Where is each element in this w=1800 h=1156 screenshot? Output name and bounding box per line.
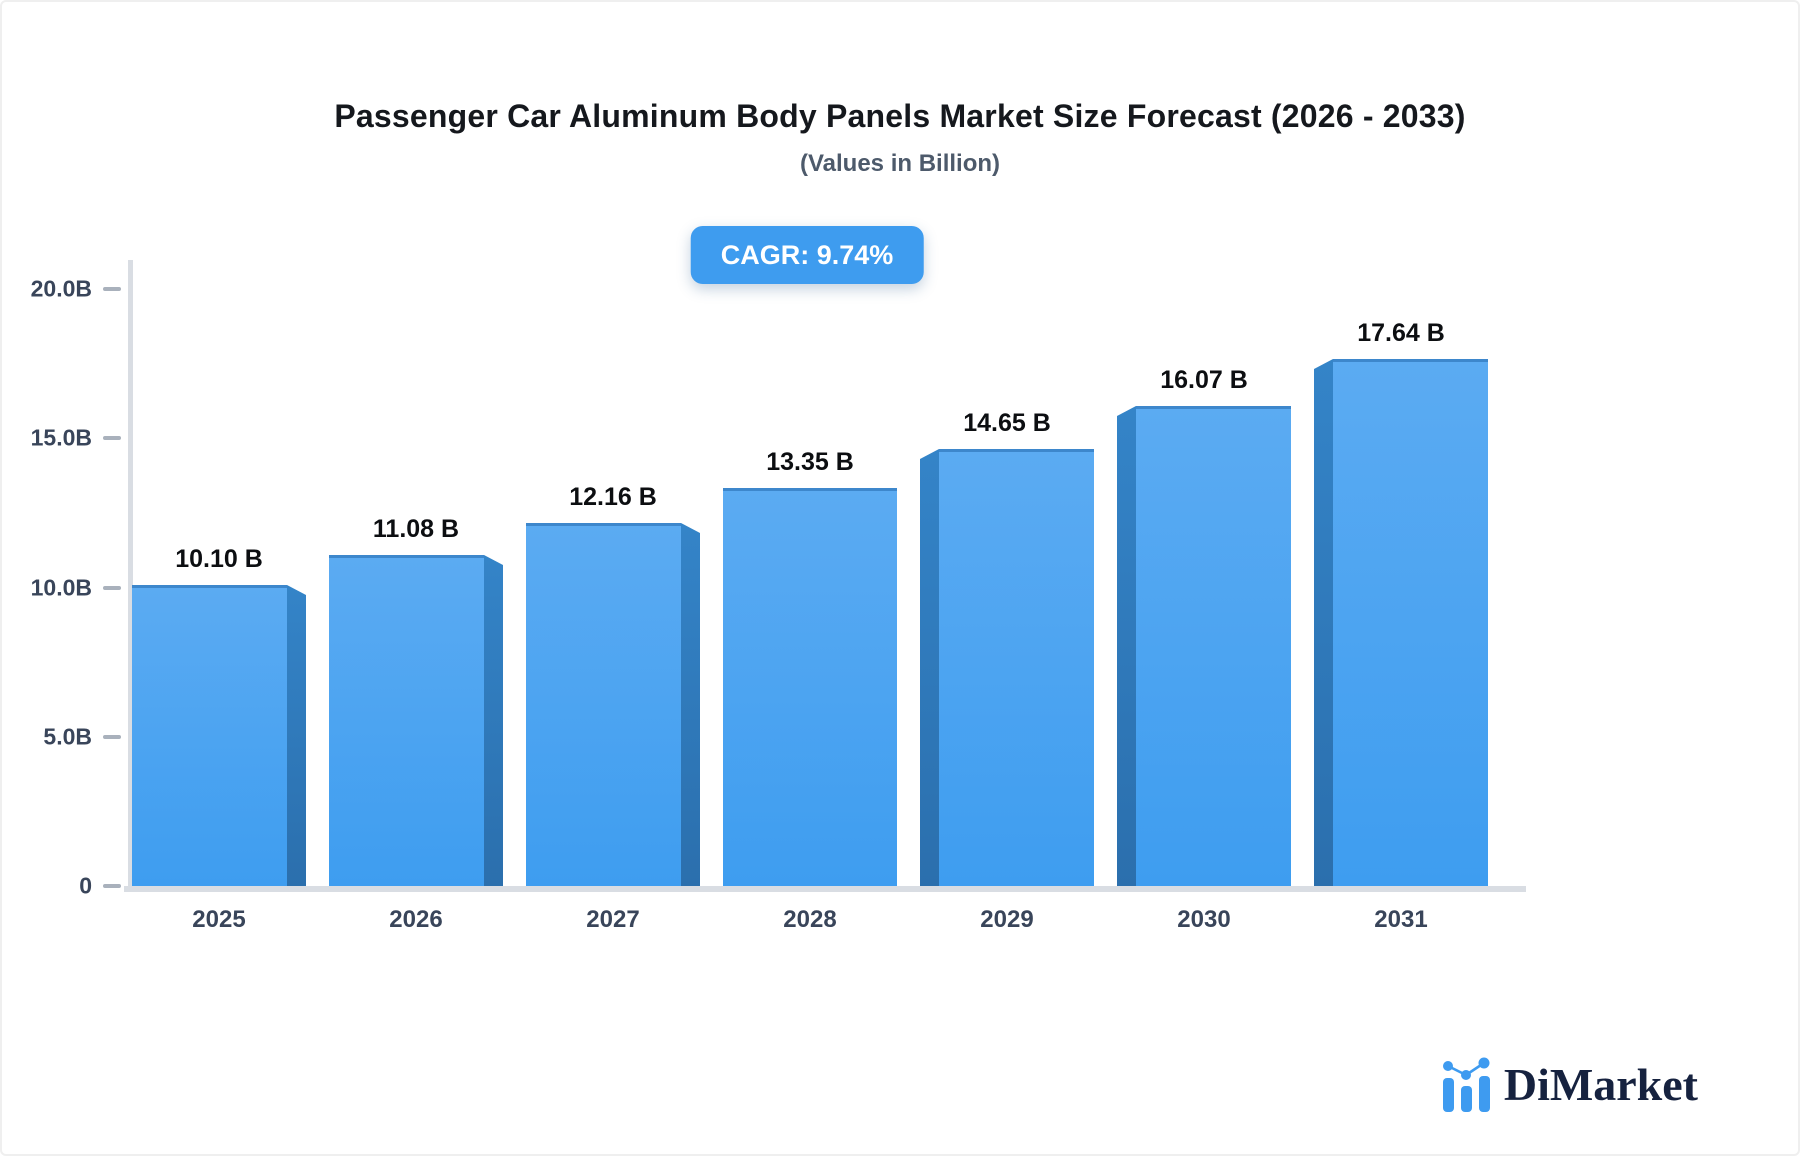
y-axis-line <box>128 260 133 892</box>
bar-2028: 13.35 B 2028 <box>723 448 897 933</box>
cagr-badge: CAGR: 9.74% <box>690 226 924 284</box>
logo-text: DiMarket <box>1503 1059 1698 1110</box>
y-tick-label: 5.0B <box>43 723 92 750</box>
bar-value-label-2025: 10.10 B <box>175 545 263 573</box>
y-tick-mark <box>103 585 121 590</box>
bar-face-2031 <box>1333 359 1488 886</box>
bar-side-panel-2025 <box>287 585 306 886</box>
x-axis-line <box>124 886 1526 892</box>
dimarket-bars-icon <box>1440 1056 1492 1114</box>
x-axis-label-2026: 2026 <box>389 906 443 933</box>
x-axis-label-2029: 2029 <box>980 906 1034 933</box>
y-tick-label: 15.0B <box>30 424 92 451</box>
bar-side-panel-2031 <box>1314 359 1333 886</box>
bar-value-label-2029: 14.65 B <box>963 409 1051 437</box>
bar-side-panel-2026 <box>484 555 503 886</box>
bar-2025: 10.10 B 2025 <box>132 545 306 933</box>
bar-face-2026 <box>329 555 484 886</box>
y-tick-mark <box>103 436 121 441</box>
x-axis-label-2025: 2025 <box>192 906 246 933</box>
chart-title: Passenger Car Aluminum Body Panels Marke… <box>334 98 1466 134</box>
bar-2031: 17.64 B 2031 <box>1314 319 1488 933</box>
bar-face-2027 <box>526 523 681 886</box>
chart-subtitle: (Values in Billion) <box>799 150 1001 177</box>
bar-2029: 14.65 B 2029 <box>920 409 1094 933</box>
x-axis-label-2027: 2027 <box>586 906 640 933</box>
bar-face-2025 <box>132 585 287 886</box>
bar-value-label-2027: 12.16 B <box>569 483 657 511</box>
bar-side-panel-2029 <box>920 449 939 886</box>
bar-2027: 12.16 B 2027 <box>526 483 700 933</box>
bar-side-panel-2027 <box>681 523 700 886</box>
bar-value-label-2026: 11.08 B <box>372 515 460 543</box>
bar-value-label-2031: 17.64 B <box>1357 319 1445 347</box>
bar-2026: 11.08 B 2026 <box>329 515 503 933</box>
bar-value-label-2030: 16.07 B <box>1160 366 1248 394</box>
y-tick-label: 0 <box>79 872 92 899</box>
x-axis-label-2028: 2028 <box>783 906 837 933</box>
y-tick-label: 20.0B <box>30 275 92 302</box>
bar-value-label-2028: 13.35 B <box>766 448 854 476</box>
bar-face-2029 <box>939 449 1094 886</box>
y-tick-mark <box>103 287 121 291</box>
bar-face-2030 <box>1136 406 1291 886</box>
logo: DiMarket <box>1440 1056 1698 1114</box>
y-tick-mark <box>103 734 121 739</box>
bar-face-2028 <box>723 488 897 886</box>
bar-side-panel-2030 <box>1117 406 1136 886</box>
y-tick-mark <box>103 884 121 888</box>
y-tick-label: 10.0B <box>30 574 92 600</box>
x-axis-label-2031: 2031 <box>1374 906 1428 933</box>
bar-2030: 16.07 B 2030 <box>1117 366 1291 933</box>
x-axis-label-2030: 2030 <box>1177 906 1231 933</box>
